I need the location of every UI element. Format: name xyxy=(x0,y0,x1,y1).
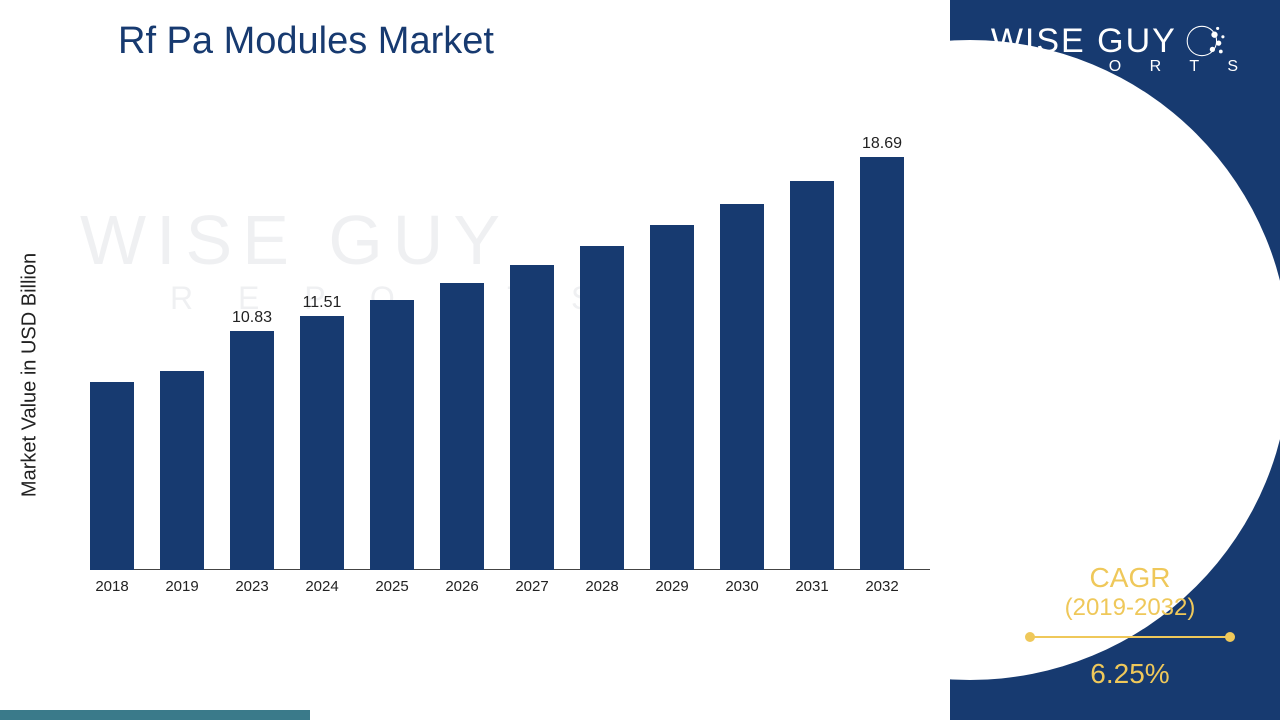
bar-group: 2027 xyxy=(510,150,554,570)
bar xyxy=(650,225,694,570)
bar xyxy=(230,331,274,570)
bar-group: 10.832023 xyxy=(230,150,274,570)
x-tick-label: 2030 xyxy=(725,578,758,595)
bar-group: 2031 xyxy=(790,150,834,570)
cagr-value: 6.25% xyxy=(980,658,1280,690)
logo-text-1: WISE GUY xyxy=(991,22,1177,61)
x-tick-label: 2024 xyxy=(305,578,338,595)
bar xyxy=(510,265,554,570)
x-tick-label: 2027 xyxy=(515,578,548,595)
x-tick-label: 2031 xyxy=(795,578,828,595)
bar-group: 2028 xyxy=(580,150,624,570)
bar-group: 2029 xyxy=(650,150,694,570)
bar xyxy=(370,300,414,570)
bar xyxy=(860,157,904,570)
y-axis-label: Market Value in USD Billion xyxy=(19,253,42,497)
bar-group: 2026 xyxy=(440,150,484,570)
bar-value-label: 11.51 xyxy=(303,294,342,312)
chart-plot: 2018 2019 10.832023 11.512024 2025 2026 2027 20… xyxy=(90,150,930,570)
bar xyxy=(160,371,204,570)
x-tick-label: 2018 xyxy=(95,578,128,595)
bar xyxy=(440,283,484,570)
x-tick-label: 2023 xyxy=(235,578,268,595)
bar xyxy=(300,316,344,570)
bar xyxy=(580,246,624,570)
brand-logo: WISE GUY R E P O R T S xyxy=(991,20,1250,76)
cagr-block: CAGR (2019-2032) 6.25% xyxy=(980,562,1280,690)
x-tick-label: 2019 xyxy=(165,578,198,595)
chart-title: Rf Pa Modules Market xyxy=(118,20,494,63)
cagr-label: CAGR xyxy=(980,562,1280,594)
bottom-accent-bar xyxy=(0,710,310,720)
logo-text-2: R E P O R T S xyxy=(991,58,1250,76)
bar-group: 11.512024 xyxy=(300,150,344,570)
bar-value-label: 10.83 xyxy=(232,309,272,327)
x-tick-label: 2025 xyxy=(375,578,408,595)
x-tick-label: 2028 xyxy=(585,578,618,595)
page-root: WISE GUY R E P O R T S Rf Pa Modules Mar… xyxy=(0,0,1280,720)
chart-area: Market Value in USD Billion 2018201910.8… xyxy=(60,150,930,600)
bar-group: 18.692032 xyxy=(860,150,904,570)
bar-group: 2025 xyxy=(370,150,414,570)
bar-group: 2018 xyxy=(90,150,134,570)
cagr-range: (2019-2032) xyxy=(980,594,1280,622)
head-icon xyxy=(1183,20,1225,62)
bar xyxy=(720,204,764,570)
x-tick-label: 2026 xyxy=(445,578,478,595)
bar-value-label: 18.69 xyxy=(862,135,902,153)
bar-group: 2030 xyxy=(720,150,764,570)
cagr-divider xyxy=(1030,636,1230,638)
x-tick-label: 2029 xyxy=(655,578,688,595)
bar xyxy=(90,382,134,570)
x-tick-label: 2032 xyxy=(865,578,898,595)
bar xyxy=(790,181,834,570)
bar-group: 2019 xyxy=(160,150,204,570)
